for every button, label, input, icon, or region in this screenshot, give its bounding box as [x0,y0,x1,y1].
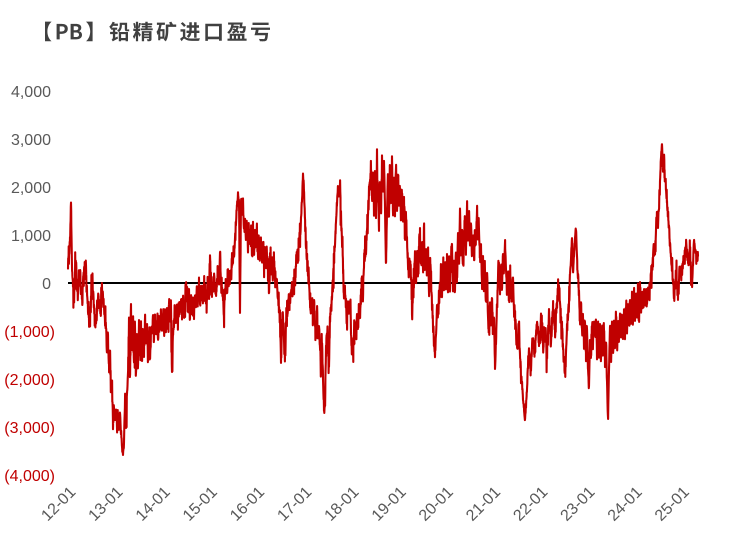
svg-text:1,000: 1,000 [11,228,51,245]
svg-text:23-01: 23-01 [558,484,599,525]
svg-text:13-01: 13-01 [86,484,127,525]
svg-text:17-01: 17-01 [274,484,315,525]
svg-text:12-01: 12-01 [38,484,79,525]
svg-text:(3,000): (3,000) [4,420,55,437]
svg-text:22-01: 22-01 [510,484,551,525]
svg-text:0: 0 [42,276,51,293]
svg-text:(2,000): (2,000) [4,372,55,389]
svg-text:19-01: 19-01 [369,484,410,525]
svg-text:14-01: 14-01 [133,484,174,525]
svg-text:16-01: 16-01 [227,484,268,525]
svg-text:15-01: 15-01 [180,484,221,525]
svg-text:25-01: 25-01 [652,484,693,525]
svg-text:(1,000): (1,000) [4,324,55,341]
svg-text:20-01: 20-01 [416,484,457,525]
svg-text:2,000: 2,000 [11,180,51,197]
svg-text:21-01: 21-01 [463,484,504,525]
svg-text:4,000: 4,000 [11,84,51,101]
svg-text:3,000: 3,000 [11,132,51,149]
svg-text:18-01: 18-01 [322,484,363,525]
svg-text:(4,000): (4,000) [4,468,55,485]
svg-text:24-01: 24-01 [605,484,646,525]
